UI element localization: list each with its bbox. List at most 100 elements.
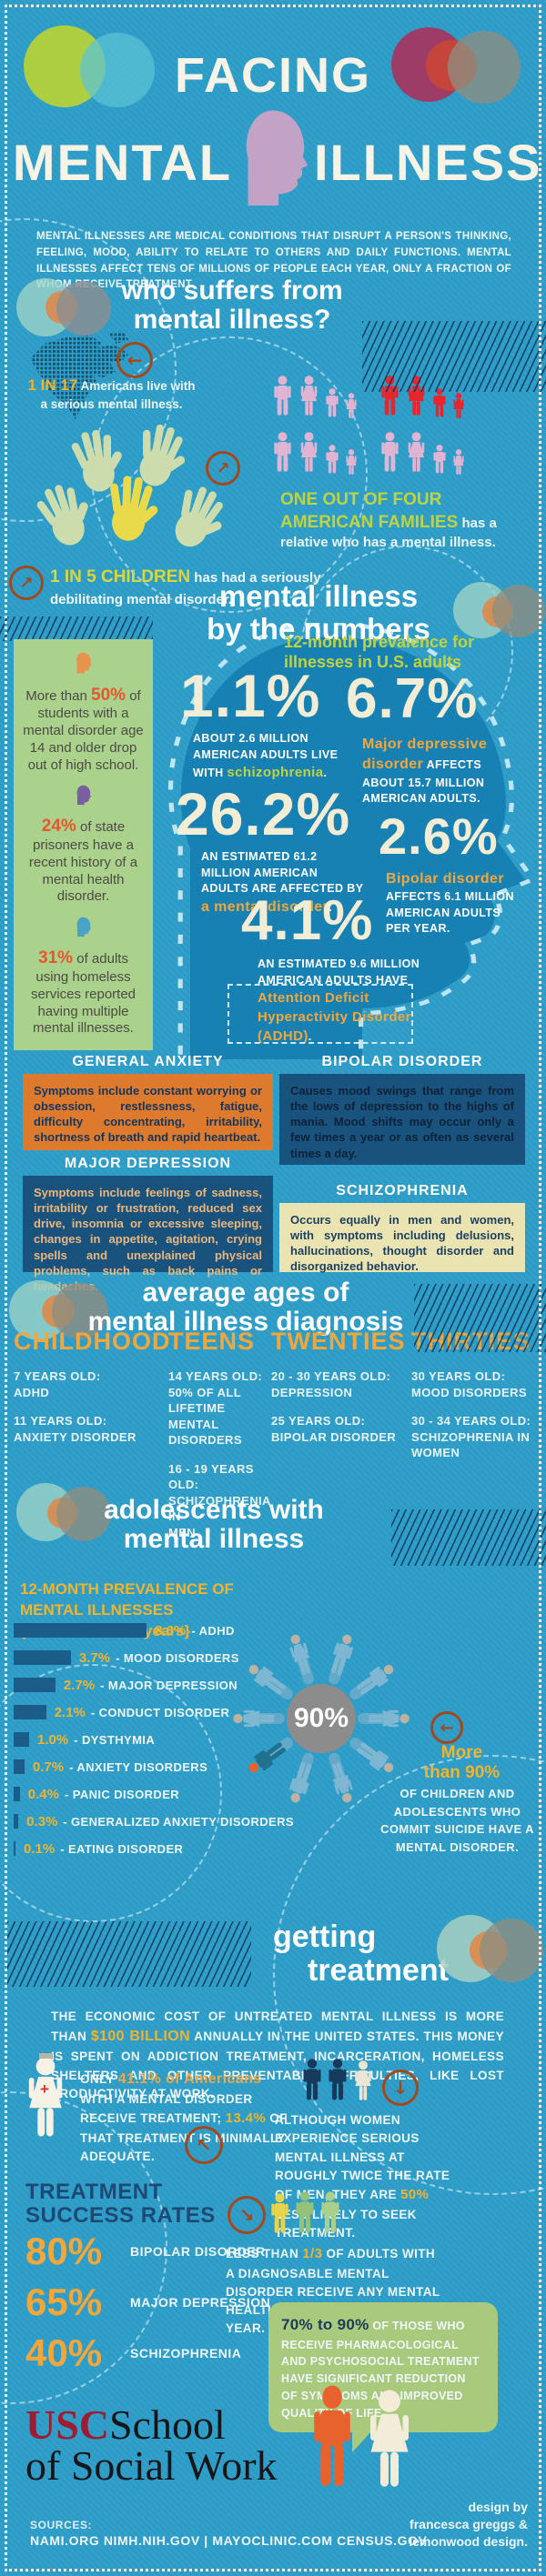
hatch-pattern (0, 616, 153, 641)
title-mental: MENTAL (12, 134, 233, 191)
man-figure-navy (300, 2059, 324, 2106)
head-profile-icon (239, 107, 312, 205)
bar-value: 2.1% (54, 1704, 86, 1720)
hatch-pattern (414, 1284, 546, 1352)
prevalence-subheading: 12-month prevalence for illnesses in U.S… (284, 633, 475, 671)
suicide-stat-text: OF CHILDREN AND ADOLESCENTS WHO COMMIT S… (380, 1787, 534, 1854)
purple-head-icon (57, 785, 110, 805)
sidebar-stat-prisoners: 24% of state prisoners have a recent his… (28, 817, 138, 905)
bar-row: 1.0% - DYSTHYMIA (14, 1726, 523, 1753)
major-depression-title: MAJOR DEPRESSION (64, 1156, 232, 1171)
usc-logo-school: School (109, 2401, 226, 2448)
who-suffers-heading: who suffers from mental illness? (121, 276, 343, 336)
bipolar-box: Causes mood swings that range from the l… (279, 1074, 525, 1165)
bar (14, 1841, 15, 1856)
arrow-left-icon: ← (116, 342, 153, 378)
disorders-section: GENERAL ANXIETY Symptoms include constan… (0, 1050, 546, 1293)
sidebar-stat-homeless: 31% of adults using homeless services re… (30, 948, 136, 1037)
sources-label: SOURCES: (30, 2519, 93, 2531)
bar-value: 3.7% (78, 1649, 111, 1666)
design-credit: design by francesca greggs & lemonwood d… (409, 2500, 528, 2549)
one-third-text: LESS THAN 1/3 OF ADULTS WITH A DIAGNOSAB… (226, 2246, 440, 2336)
suicide-stat-highlight: More than 90% (423, 1743, 500, 1782)
bar (14, 1623, 147, 1638)
bar-row: 0.7% - ANXIETY DISORDERS (14, 1753, 523, 1780)
bar-category: - ANXIETY DISORDERS (69, 1759, 208, 1774)
stat-highlight: ONE OUT OF FOUR AMERICAN FAMILIES (280, 490, 459, 532)
woman-figure-icon (298, 431, 320, 478)
sidebar-stat-students: More than 50% of students with a mental … (23, 685, 144, 773)
by-numbers-heading: mental illness by the numbers (207, 579, 430, 646)
nurse-icon: + (22, 2053, 69, 2151)
bar-category: - GENERALIZED ANXIETY DISORDERS (63, 1814, 294, 1829)
ages-section: average ages of mental illness diagnosis… (0, 1273, 546, 1539)
success-row: 40% SCHIZOPHRENIA (25, 2331, 242, 2374)
venn-circle-gray (56, 1487, 111, 1541)
north-america-map (30, 331, 129, 420)
bar-category: - EATING DISORDER (60, 1841, 184, 1856)
bar-category: - MOOD DISORDERS (116, 1650, 239, 1665)
hatch-pattern (7, 1921, 251, 1987)
families-stat: ONE OUT OF FOUR AMERICAN FAMILIES has a … (280, 489, 512, 552)
hatch-pattern (391, 1509, 546, 1566)
major-depression-box: Symptoms include feelings of sadness, ir… (23, 1176, 273, 1293)
bar (14, 1678, 56, 1692)
blue-head-icon (57, 917, 110, 937)
receive-treatment-text: ONLY 41.1% of Americans WITH A MENTAL DI… (80, 2071, 288, 2163)
man-figure-icon (324, 444, 340, 478)
treatment-section: getting treatment THE ECONOMIC COST OF U… (0, 1891, 546, 2401)
bar-value: 0.7% (32, 1759, 65, 1775)
stat-value: 1.1% (180, 662, 321, 729)
woman-figure-icon (344, 393, 359, 422)
success-row: 65% MAJOR DEPRESSION (25, 2280, 271, 2323)
stat-rest: has had a seriously debilitating mental … (50, 570, 321, 607)
general-anxiety-box: Symptoms include constant worrying or ob… (23, 1074, 273, 1150)
title-illness: ILLNESS (314, 134, 542, 191)
man-figure-navy (326, 2059, 349, 2106)
bar-row: 8.6% - ADHD (14, 1617, 523, 1644)
arrow-down-icon: ↓ (382, 2070, 419, 2106)
bar-row: 2.7% - MAJOR DEPRESSION (14, 1671, 523, 1699)
age-column-teens: TEENS 14 YEARS OLD: 50% OF ALL LIFETIME … (168, 1328, 271, 1539)
success-row: 80% BIPOLAR DISORDER (25, 2230, 266, 2272)
bar-value: 0.1% (24, 1840, 56, 1857)
man-figure-icon (379, 431, 401, 478)
arrow-up-left-icon: ↖ (185, 2126, 223, 2164)
stat-schizophrenia: 1.1% ABOUT 2.6 MILLION AMERICAN ADULTS L… (180, 666, 343, 782)
bar-value: 0.4% (27, 1786, 59, 1802)
woman-figure-icon (298, 375, 320, 422)
by-numbers-section: mental illness by the numbers 12-month p… (0, 573, 546, 1055)
venn-circle-gray (52, 1283, 108, 1339)
bar-value: 8.6% (155, 1622, 187, 1639)
women-treatment-text: ALTHOUGH WOMEN EXPERIENCE SERIOUS MENTAL… (275, 2113, 450, 2240)
treatment-heading: getting treatment (273, 1919, 449, 1988)
stat-value: 4.1% (241, 889, 374, 952)
man-figure-icon (431, 387, 448, 422)
family-icons (271, 431, 359, 478)
bar (14, 1732, 29, 1747)
venn-circle-gray (480, 1919, 543, 1982)
success-rates-title: TREATMENT SUCCESS RATES (25, 2180, 216, 2229)
bar (14, 1650, 71, 1665)
stat-bipolar: 2.6% Bipolar disorder AFFECTS 6.1 MILLIO… (379, 811, 522, 937)
stat-rest: has a relative who has a mental illness. (280, 515, 497, 551)
stat-any-disorder: 26.2% AN ESTIMATED 61.2 MILLION AMERICAN… (176, 780, 364, 915)
children-stat: 1 IN 5 CHILDREN has had a seriously debi… (50, 566, 350, 609)
radial-90-graphic: 90% (212, 1609, 430, 1828)
venn-circle-gray (448, 31, 521, 104)
adolescents-heading: adolescents with mental illness (104, 1495, 324, 1555)
prevalence-chart-title: 12-MONTH PREVALENCE OF MENTAL ILLNESSES … (20, 1580, 234, 1639)
bar-category: - DYSTHYMIA (74, 1732, 156, 1747)
man-figure-yellow (268, 2193, 291, 2239)
one-in-17-stat: 1 IN 17 Americans live with a serious me… (23, 375, 200, 414)
man-figure-green (318, 2191, 342, 2239)
title-facing: FACING (174, 48, 371, 103)
man-figure-icon (271, 375, 294, 422)
hatch-pattern (362, 321, 546, 392)
bar-category: - ADHD (191, 1623, 235, 1638)
usc-logo: USCSchool of Social Work (25, 2401, 278, 2487)
man-figure-green (293, 2191, 317, 2239)
schizophrenia-box: Occurs equally in men and women, with sy… (279, 1203, 525, 1273)
bar-row: 0.1% - EATING DISORDER (14, 1835, 523, 1862)
age-column-twenties: TWENTIES 20 - 30 YEARS OLD: DEPRESSION 2… (271, 1328, 406, 1444)
